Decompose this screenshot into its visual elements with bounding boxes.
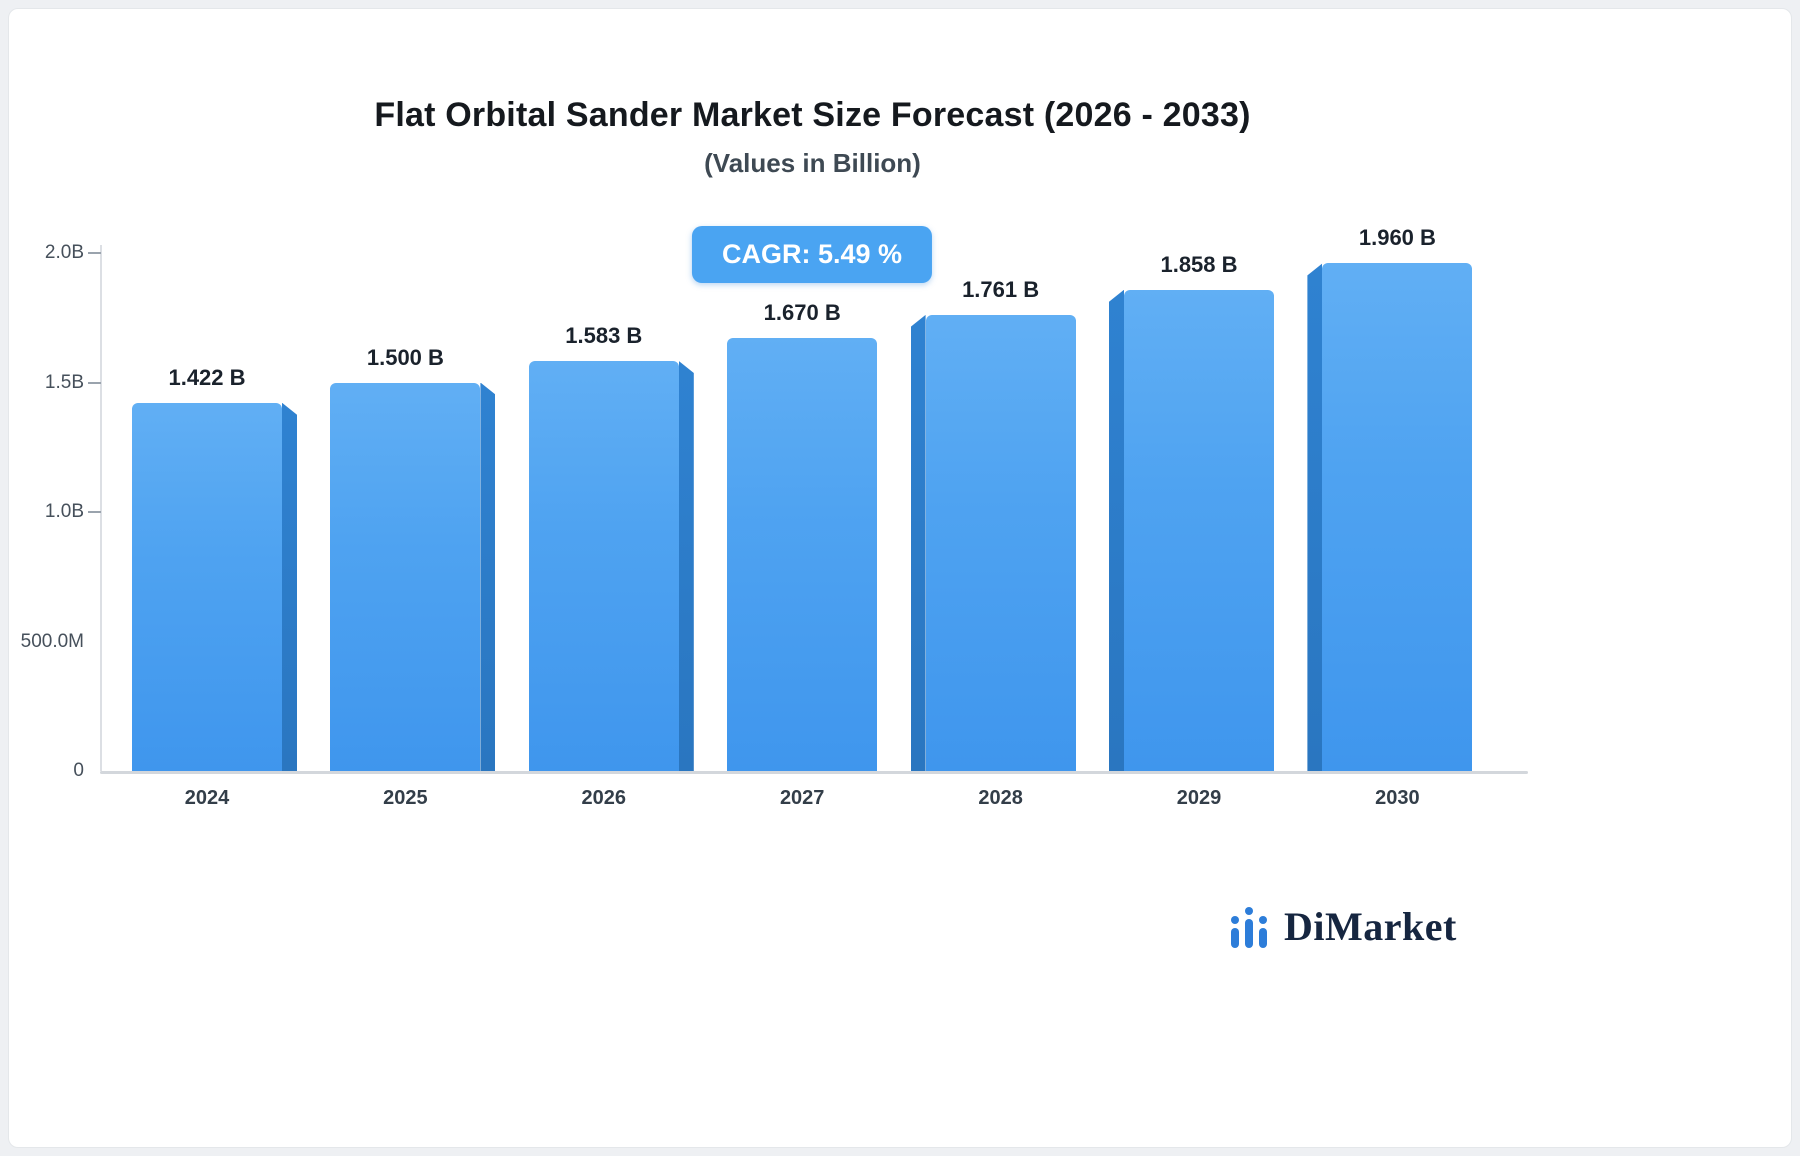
bar-value-label: 1.858 B [1160, 251, 1238, 277]
bar [132, 402, 282, 771]
x-axis-line [100, 771, 1528, 774]
bar-value-label: 1.960 B [1358, 225, 1436, 251]
x-axis-label: 2030 [1375, 787, 1420, 809]
bar-value-label: 1.500 B [366, 344, 444, 370]
bar-side-face [480, 382, 496, 771]
y-tick-label: 1.0B [44, 501, 84, 522]
y-tick-label: 0 [73, 760, 84, 781]
bar [1322, 263, 1473, 771]
bar-value-label: 1.422 B [168, 364, 246, 390]
bar-side-face [910, 314, 926, 771]
bar-chart-icon [1226, 904, 1272, 950]
y-tick-label: 500.0M [20, 630, 84, 652]
y-tick-label: 1.5B [44, 371, 84, 393]
x-axis-label: 2024 [184, 787, 230, 809]
brand-name: DiMarket [1284, 904, 1457, 949]
bar-value-label: 1.761 B [962, 276, 1040, 302]
x-axis-label: 2026 [581, 787, 627, 809]
bar-side-face [1307, 263, 1323, 771]
x-axis-label: 2027 [779, 787, 825, 809]
bar [925, 314, 1076, 771]
bar-side-face [678, 361, 694, 771]
brand-logo: DiMarket [1226, 903, 1457, 950]
bar [727, 338, 878, 771]
y-tick-dash [88, 511, 101, 513]
bar [1124, 289, 1274, 771]
y-tick-dash [88, 381, 101, 384]
chart-title: Flat Orbital Sander Market Size Forecast… [374, 96, 1251, 134]
bar-side-face [1109, 289, 1124, 771]
bar-value-label: 1.670 B [763, 300, 841, 326]
bar-value-label: 1.583 B [565, 323, 643, 348]
x-axis-label: 2025 [383, 787, 428, 809]
cagr-badge: CAGR: 5.49 % [691, 226, 933, 283]
y-axis-line [100, 245, 102, 771]
chart-card [8, 8, 1792, 1148]
y-tick-dash [88, 252, 101, 254]
bar-side-face [282, 402, 297, 771]
chart-subtitle: (Values in Billion) [704, 148, 921, 178]
bar [330, 382, 481, 771]
y-tick-label: 2.0B [44, 242, 84, 263]
x-axis-label: 2028 [978, 787, 1023, 809]
bar [528, 361, 679, 771]
x-axis-label: 2029 [1176, 787, 1222, 809]
